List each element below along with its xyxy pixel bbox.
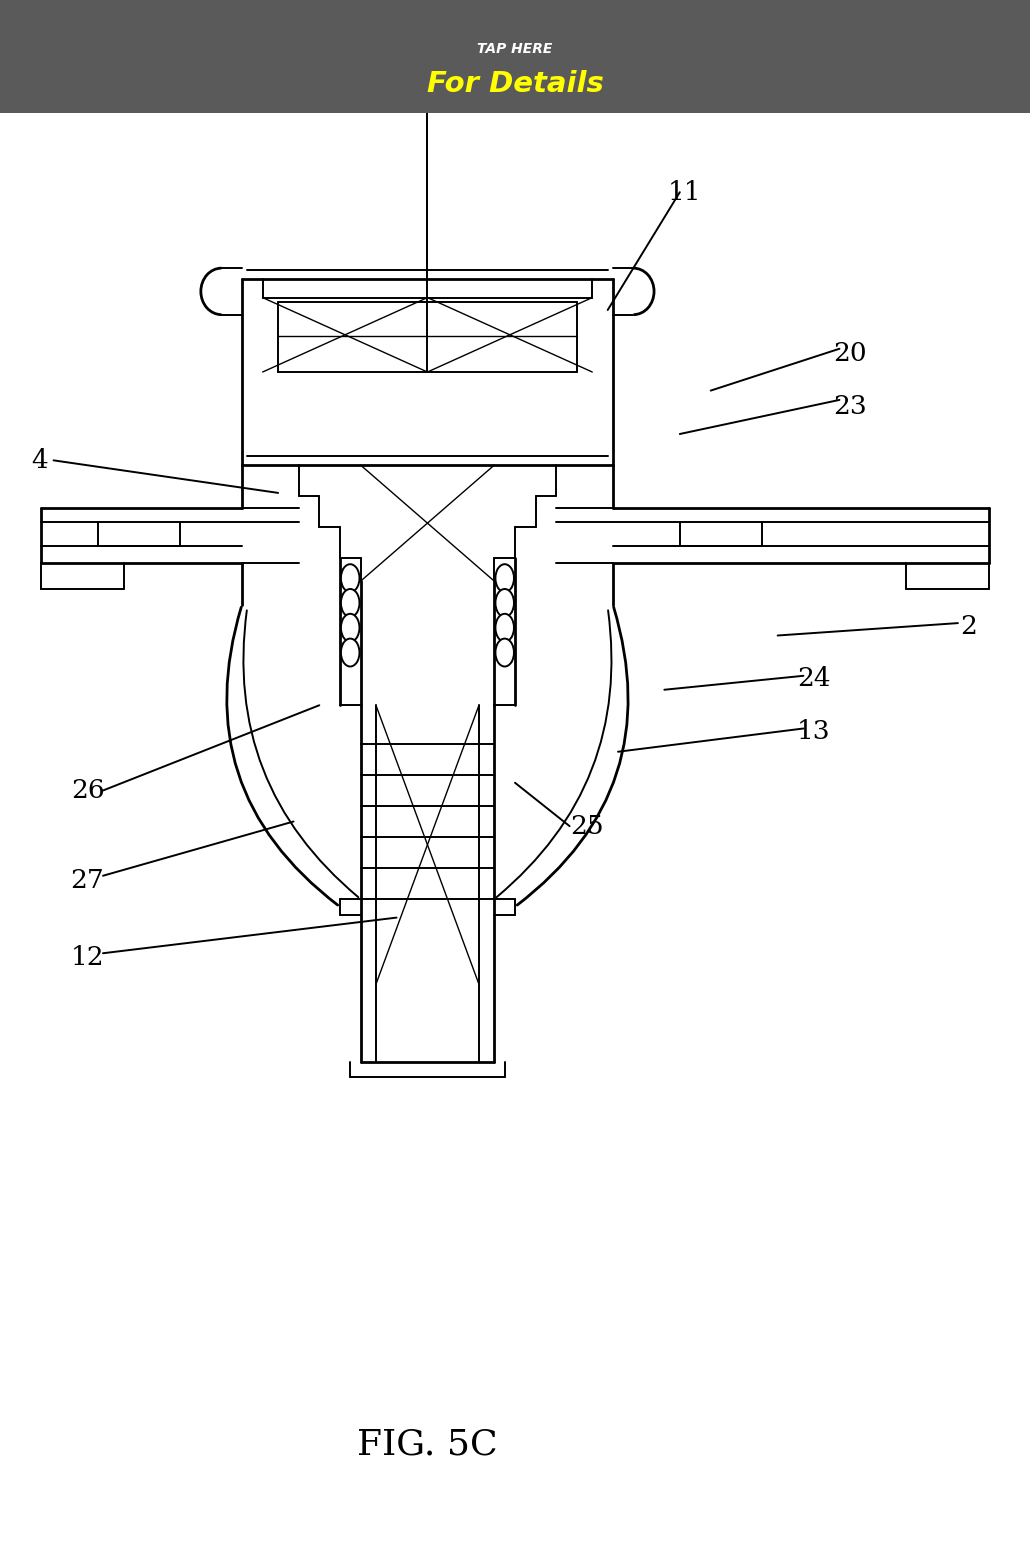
Circle shape — [495, 589, 514, 617]
Circle shape — [495, 639, 514, 666]
Text: 25: 25 — [571, 814, 604, 839]
Text: 20: 20 — [833, 341, 866, 366]
Circle shape — [341, 589, 359, 617]
Text: 2: 2 — [960, 614, 976, 639]
Circle shape — [341, 614, 359, 642]
Text: 12: 12 — [71, 946, 104, 970]
Text: 26: 26 — [71, 778, 104, 803]
Text: 13: 13 — [797, 719, 830, 744]
Text: FIG. 5C: FIG. 5C — [357, 1428, 497, 1462]
Circle shape — [341, 564, 359, 592]
Text: For Details: For Details — [426, 70, 604, 99]
Text: TAP HERE: TAP HERE — [477, 42, 553, 56]
Text: 27: 27 — [71, 868, 104, 893]
Circle shape — [495, 614, 514, 642]
Circle shape — [341, 639, 359, 666]
Text: 23: 23 — [833, 394, 866, 418]
Circle shape — [495, 564, 514, 592]
Text: 11: 11 — [668, 180, 701, 205]
Text: 4: 4 — [31, 448, 47, 473]
Bar — [0, 0, 1030, 113]
Text: 24: 24 — [797, 666, 830, 691]
